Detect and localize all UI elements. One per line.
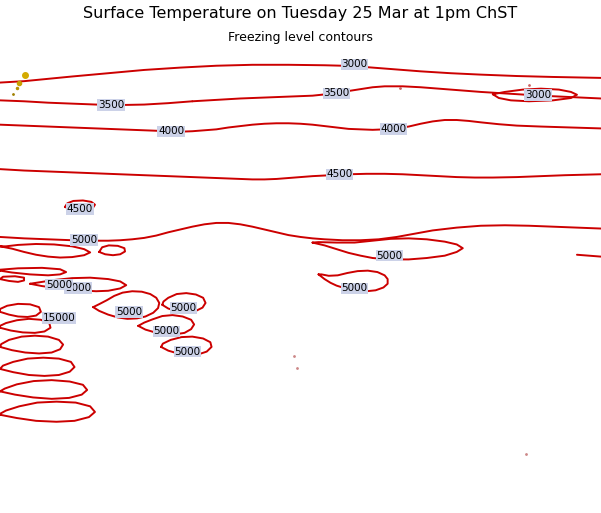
Text: 4000: 4000 [380,124,407,134]
Text: 5000: 5000 [170,303,197,313]
Text: 5000: 5000 [65,283,91,293]
Text: 3500: 3500 [98,100,124,110]
Text: 5000: 5000 [341,283,368,293]
Text: 3000: 3000 [341,60,368,69]
Text: 4000: 4000 [158,126,185,136]
Text: 5000: 5000 [71,235,97,245]
Text: Surface Temperature on Tuesday 25 Mar at 1pm ChST: Surface Temperature on Tuesday 25 Mar at… [84,6,517,21]
Text: 5000: 5000 [46,280,72,290]
Text: 3000: 3000 [525,90,551,100]
Text: 15000: 15000 [43,313,75,323]
Text: 5000: 5000 [376,251,403,261]
Text: 3500: 3500 [323,88,350,98]
Text: Freezing level contours: Freezing level contours [228,30,373,44]
Text: 4500: 4500 [326,169,353,179]
Text: 5000: 5000 [116,307,142,317]
Text: 4500: 4500 [67,204,93,214]
Text: 5000: 5000 [153,326,180,337]
Text: 5000: 5000 [174,347,201,357]
